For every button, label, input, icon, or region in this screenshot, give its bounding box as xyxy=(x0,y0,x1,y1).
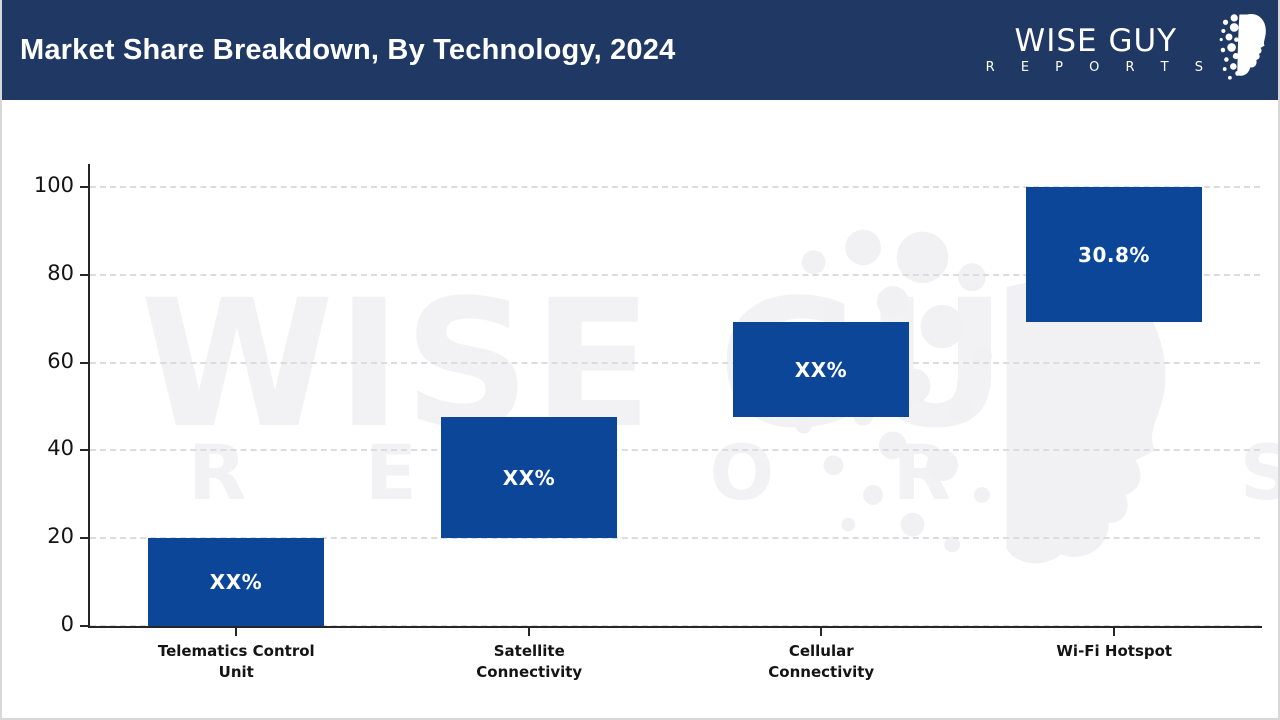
head-profile-dots-icon xyxy=(1219,14,1266,80)
y-tick-label-60: 60 xyxy=(47,349,74,373)
y-tick-40 xyxy=(80,449,88,451)
bar-value-label-wi-fi-hotspot: 30.8% xyxy=(1078,242,1150,267)
bar-telematics-control-unit: XX% xyxy=(148,538,324,626)
y-tick-100 xyxy=(80,186,88,188)
y-tick-80 xyxy=(80,274,88,276)
y-tick-60 xyxy=(80,362,88,364)
x-axis-line xyxy=(88,626,1262,628)
page-title: Market Share Breakdown, By Technology, 2… xyxy=(20,33,676,66)
gridline-60 xyxy=(90,362,1260,364)
bar-wi-fi-hotspot: 30.8% xyxy=(1026,187,1202,322)
category-label-cellular-connectivity: Cellular Connectivity xyxy=(768,642,875,681)
gridline-20 xyxy=(90,537,1260,539)
category-label-telematics-control-unit: Telematics Control Unit xyxy=(157,642,315,681)
watermark-text-line1: WISE GUY xyxy=(140,262,1139,467)
gridline-40 xyxy=(90,449,1260,451)
x-tick-satellite-connectivity xyxy=(528,628,530,636)
x-tick-cellular-connectivity xyxy=(820,628,822,636)
bar-value-label-cellular-connectivity: XX% xyxy=(794,357,848,382)
gridline-100 xyxy=(90,186,1260,188)
y-tick-label-20: 20 xyxy=(47,524,74,548)
bar-cellular-connectivity: XX% xyxy=(733,322,909,417)
brand-tagline: R E P O R T S xyxy=(985,60,1214,75)
bar-value-label-telematics-control-unit: XX% xyxy=(209,570,263,594)
y-tick-label-0: 0 xyxy=(60,612,74,636)
y-axis-line xyxy=(88,164,90,628)
gridline-80 xyxy=(90,274,1260,276)
y-tick-label-80: 80 xyxy=(47,261,74,285)
x-tick-telematics-control-unit xyxy=(235,628,237,636)
brand-logo: WISE GUY R E P O R T S xyxy=(978,10,1268,90)
y-tick-20 xyxy=(80,537,88,539)
category-label-wi-fi-hotspot: Wi-Fi Hotspot xyxy=(1056,642,1173,660)
bar-satellite-connectivity: XX% xyxy=(441,417,617,538)
y-tick-0 xyxy=(80,625,88,627)
brand-logo-text: WISE GUY R E P O R T S xyxy=(978,23,1214,75)
bar-value-label-satellite-connectivity: XX% xyxy=(502,465,556,490)
y-tick-label-100: 100 xyxy=(33,173,74,197)
category-label-satellite-connectivity: Satellite Connectivity xyxy=(476,642,583,681)
y-tick-label-40: 40 xyxy=(47,436,74,460)
header-bar: Market Share Breakdown, By Technology, 2… xyxy=(2,0,1278,100)
x-tick-wi-fi-hotspot xyxy=(1113,628,1115,636)
brand-name: WISE GUY xyxy=(1014,23,1178,59)
